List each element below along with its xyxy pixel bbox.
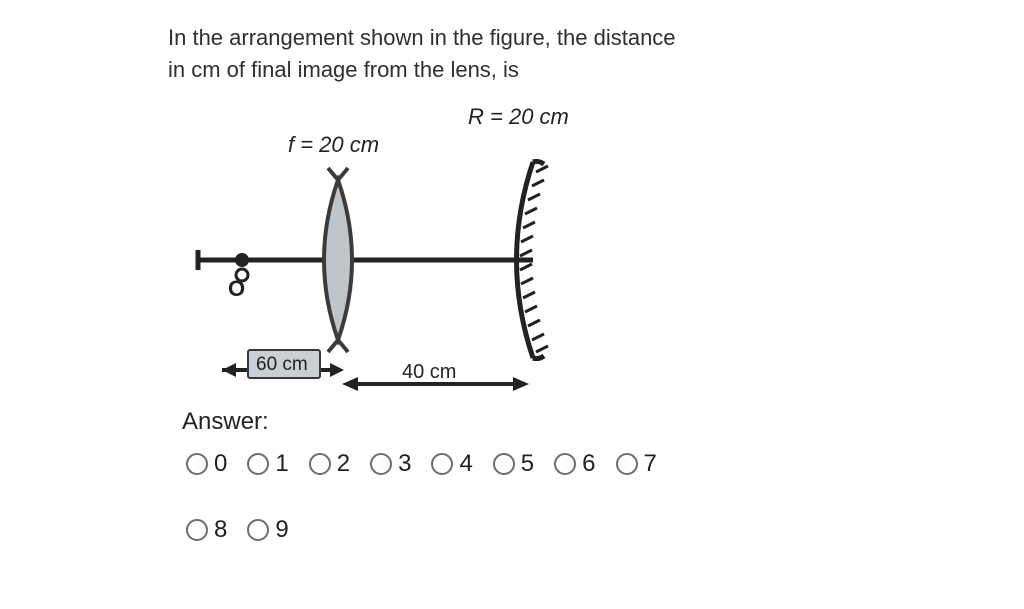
question-text: In the arrangement shown in the figure, … — [168, 22, 818, 86]
option-7[interactable]: 7 — [616, 450, 657, 478]
option-label: 5 — [521, 450, 534, 478]
option-2[interactable]: 2 — [309, 450, 350, 478]
option-8[interactable]: 8 — [186, 516, 227, 544]
optics-diagram: O f = 20 cm — [188, 90, 668, 400]
option-label: 0 — [214, 450, 227, 478]
radio-icon — [370, 453, 392, 475]
option-label: 2 — [337, 450, 350, 478]
option-9[interactable]: 9 — [247, 516, 288, 544]
option-label: 1 — [275, 450, 288, 478]
dim-right-label: 40 cm — [402, 361, 456, 383]
radio-icon — [493, 453, 515, 475]
option-3[interactable]: 3 — [370, 450, 411, 478]
dim-left-label: 60 cm — [256, 354, 308, 375]
option-label: 4 — [459, 450, 472, 478]
dimension-40cm: 40 cm — [342, 361, 529, 391]
question-line-1: In the arrangement shown in the figure, … — [168, 25, 676, 50]
option-6[interactable]: 6 — [554, 450, 595, 478]
object-label: O — [228, 276, 245, 301]
answer-heading: Answer: — [182, 408, 818, 436]
question-line-2: in cm of final image from the lens, is — [168, 57, 519, 82]
dimension-60cm: 60 cm — [222, 350, 344, 378]
radio-icon — [431, 453, 453, 475]
radio-icon — [186, 519, 208, 541]
page-container: In the arrangement shown in the figure, … — [0, 0, 818, 544]
radio-icon — [554, 453, 576, 475]
option-label: 7 — [644, 450, 657, 478]
mirror-label: R = 20 cm — [468, 104, 569, 129]
option-label: 6 — [582, 450, 595, 478]
lens — [324, 168, 352, 352]
radio-icon — [247, 519, 269, 541]
radio-icon — [186, 453, 208, 475]
object-point — [235, 253, 249, 267]
option-label: 3 — [398, 450, 411, 478]
option-1[interactable]: 1 — [247, 450, 288, 478]
lens-label: f = 20 cm — [288, 132, 379, 157]
radio-icon — [616, 453, 638, 475]
option-0[interactable]: 0 — [186, 450, 227, 478]
radio-icon — [309, 453, 331, 475]
option-label: 8 — [214, 516, 227, 544]
option-5[interactable]: 5 — [493, 450, 534, 478]
option-label: 9 — [275, 516, 288, 544]
radio-icon — [247, 453, 269, 475]
option-4[interactable]: 4 — [431, 450, 472, 478]
options-group: 0 1 2 3 4 5 6 7 — [186, 450, 818, 544]
